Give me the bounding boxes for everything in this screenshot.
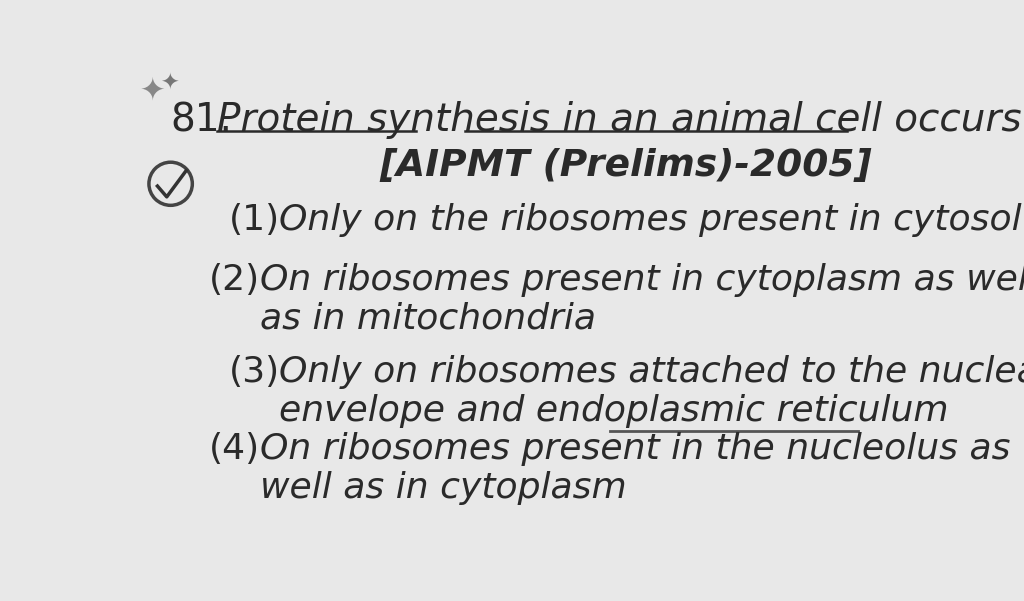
Text: On ribosomes present in cytoplasm as well: On ribosomes present in cytoplasm as wel… (260, 263, 1024, 297)
Text: [AIPMT (Prelims)-2005]: [AIPMT (Prelims)-2005] (379, 148, 872, 183)
Text: Only on the ribosomes present in cytosol: Only on the ribosomes present in cytosol (280, 203, 1022, 237)
Text: (2): (2) (209, 263, 260, 297)
Text: as in mitochondria: as in mitochondria (260, 302, 596, 335)
Text: ✦: ✦ (161, 74, 179, 94)
Text: well as in cytoplasm: well as in cytoplasm (260, 471, 627, 505)
Text: On ribosomes present in the nucleolus as: On ribosomes present in the nucleolus as (260, 433, 1011, 466)
Text: (3): (3) (228, 355, 280, 389)
Text: Only on ribosomes attached to the nuclear: Only on ribosomes attached to the nuclea… (280, 355, 1024, 389)
Text: 81.: 81. (171, 102, 232, 139)
Text: ✦: ✦ (139, 76, 165, 105)
Text: (1): (1) (228, 203, 280, 237)
Text: (4): (4) (209, 433, 260, 466)
Text: envelope and endoplasmic reticulum: envelope and endoplasmic reticulum (280, 394, 949, 428)
Text: Protein synthesis in an animal cell occurs: Protein synthesis in an animal cell occu… (217, 102, 1022, 139)
